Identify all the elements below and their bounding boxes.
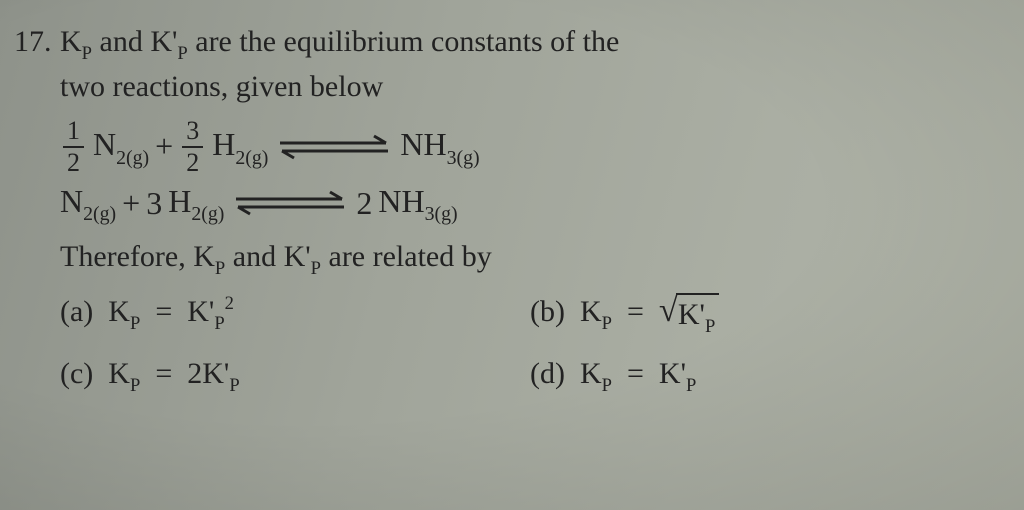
plus-1: +: [155, 125, 173, 168]
prompt-rest: are the equilibrium constants of the: [188, 25, 620, 58]
species-nh3: NH3(g): [400, 123, 479, 170]
option-a: (a) KP = K'P2: [60, 292, 450, 338]
prompt-line-2: two reactions, given below: [60, 67, 984, 108]
therefore-line: Therefore, KP and K'P are related by: [60, 237, 984, 280]
coef-3: 3: [146, 182, 162, 225]
kp-symbol: KP: [60, 25, 92, 58]
species-n2-b: N2(g): [60, 180, 116, 227]
species-h2: H2(g): [212, 123, 268, 170]
species-n2: N2(g): [93, 123, 149, 170]
fraction-3-2: 3 2: [182, 118, 203, 176]
option-d: (d) KP = K'P: [530, 354, 920, 397]
species-h2-b: H2(g): [168, 180, 224, 227]
text-and-kprime: and K': [92, 25, 177, 58]
kprime-sub: P: [177, 43, 187, 64]
reaction-1: 1 2 N2(g) + 3 2 H2(g) NH3(g): [60, 118, 984, 176]
option-c: (c) KP = 2K'P: [60, 354, 450, 397]
coef-2: 2: [356, 182, 372, 225]
fraction-1-2: 1 2: [63, 118, 84, 176]
prompt-line-1: KP and K'P are the equilibrium constants…: [60, 22, 984, 65]
option-b: (b) KP = √ K'P: [530, 292, 920, 338]
reaction-2: N2(g) + 3H2(g) 2NH3(g): [60, 180, 984, 227]
options-grid: (a) KP = K'P2 (b) KP = √ K'P (c) KP = 2K…: [60, 292, 920, 397]
question-block: 17. KP and K'P are the equilibrium const…: [0, 0, 1024, 417]
equilibrium-arrow-icon: [274, 132, 394, 162]
equilibrium-arrow-icon: [230, 188, 350, 218]
sqrt-icon: √ K'P: [659, 293, 719, 338]
question-number: 17.: [14, 22, 52, 63]
plus-2: +: [122, 182, 140, 225]
species-nh3-b: NH3(g): [378, 180, 457, 227]
